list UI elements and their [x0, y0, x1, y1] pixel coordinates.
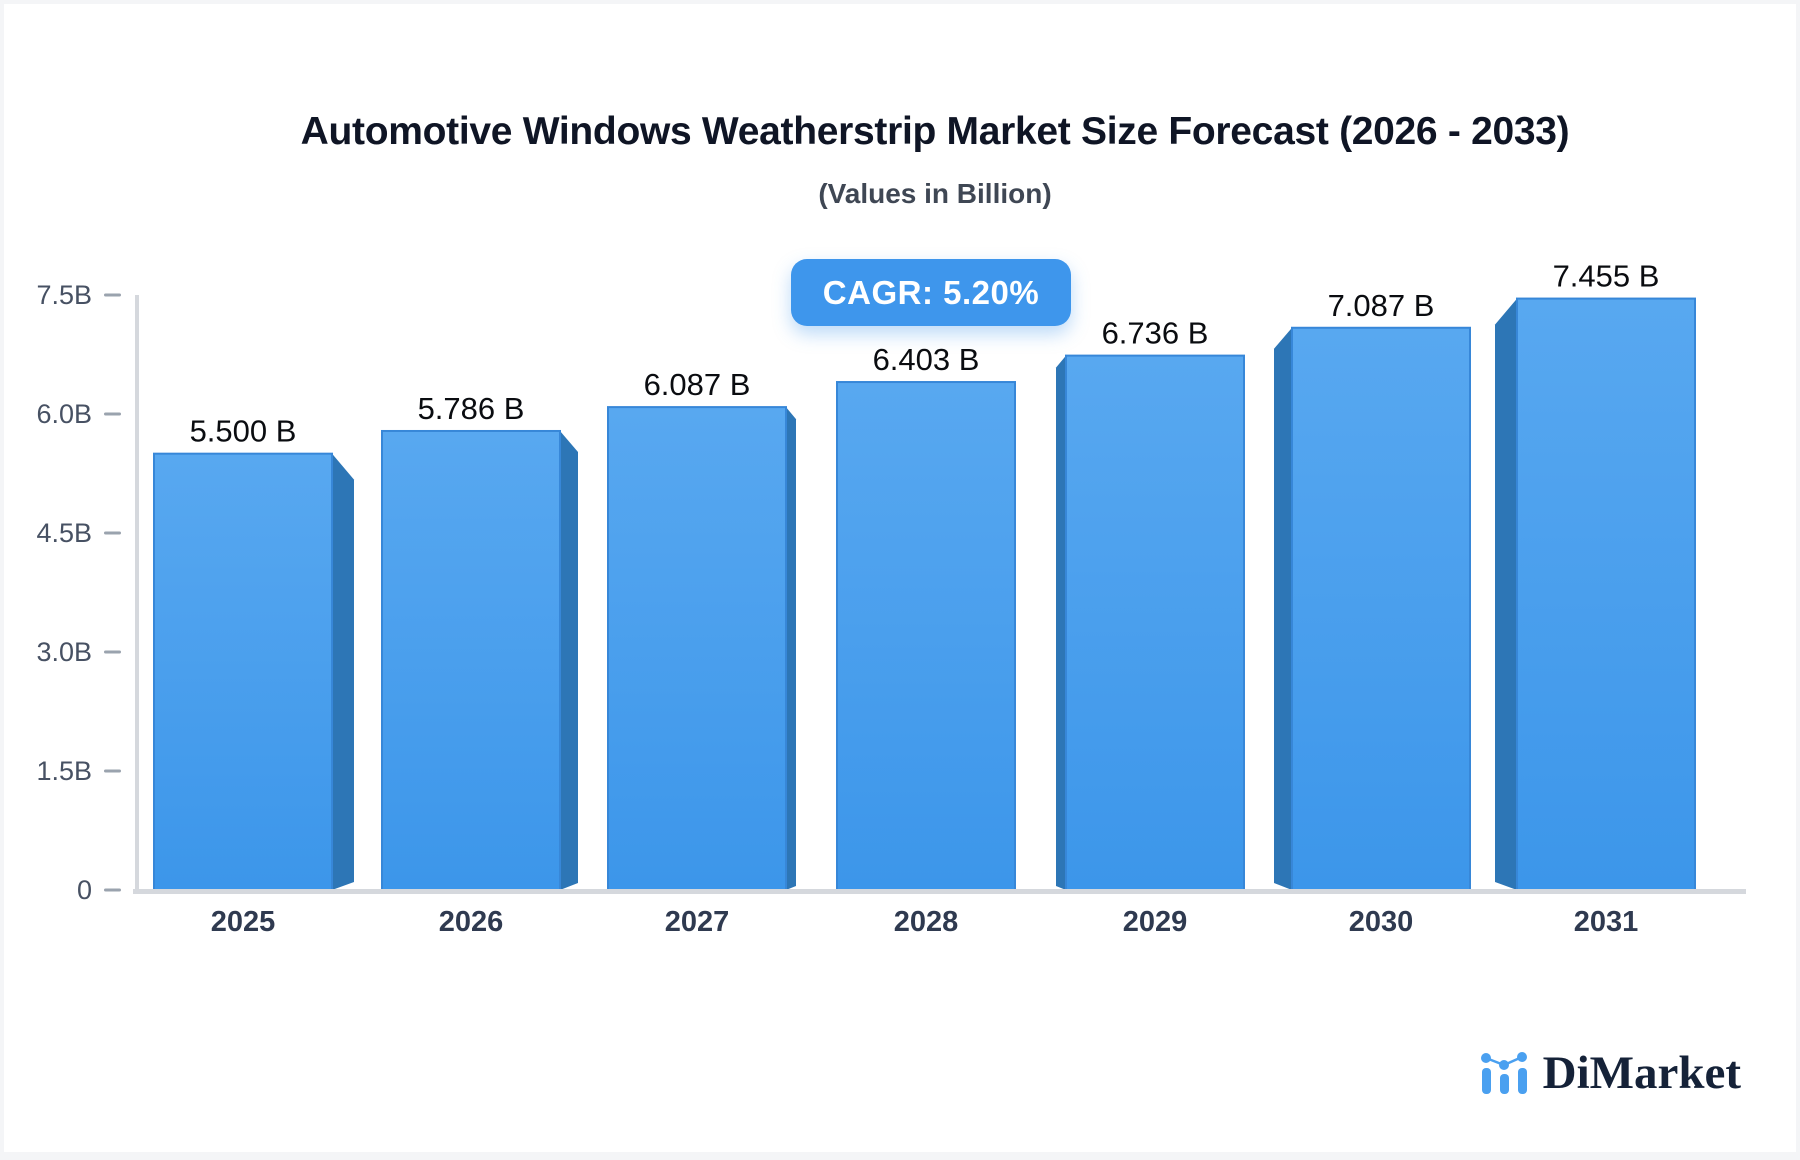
bar-value-label: 6.403 B	[873, 342, 980, 377]
year-label: 2028	[894, 906, 959, 938]
y-axis-tick	[104, 293, 121, 297]
bar-side-3d	[1495, 298, 1517, 890]
brand-icon-dot	[1516, 1052, 1527, 1062]
year-label: 2031	[1574, 906, 1639, 938]
y-axis-tick	[104, 650, 121, 654]
bar-group: 7.087 B 2030	[1274, 288, 1471, 938]
chart-subtitle: (Values in Billion)	[818, 178, 1052, 209]
bar-side-3d	[786, 407, 796, 890]
bar-group: 6.087 B 2027	[607, 367, 796, 938]
y-axis-line	[135, 295, 139, 890]
bar-face[interactable]	[1516, 297, 1696, 891]
brand-logo: DiMarket	[1480, 1046, 1741, 1100]
bar-face[interactable]	[836, 381, 1016, 891]
bar-group: 5.500 B 2025	[153, 414, 354, 938]
brand-icon-dot	[1498, 1060, 1509, 1070]
bar-group: 7.455 B 2031	[1495, 259, 1696, 938]
y-axis-label: 3.0B	[36, 637, 92, 667]
year-label: 2027	[665, 906, 730, 938]
bar-face[interactable]	[1065, 354, 1245, 891]
y-axis-label: 1.5B	[36, 756, 92, 786]
bar-value-label: 6.087 B	[644, 367, 751, 402]
chart-header: Automotive Windows Weatherstrip Market S…	[74, 110, 1796, 210]
chart-card: Automotive Windows Weatherstrip Market S…	[4, 4, 1796, 1152]
y-axis-label: 7.5B	[36, 280, 92, 310]
bar-face[interactable]	[607, 406, 787, 891]
bar-value-label: 5.500 B	[190, 414, 297, 449]
cagr-label: CAGR: 5.20%	[822, 273, 1040, 311]
brand-icon-dot	[1480, 1053, 1491, 1063]
y-axis-label: 6.0B	[36, 399, 92, 429]
y-axis-tick	[104, 769, 121, 773]
bar-group: 5.786 B 2026	[381, 391, 578, 938]
y-axis-tick	[104, 531, 121, 535]
bar-group: 6.736 B 2029	[1056, 316, 1245, 938]
y-axis-label: 0	[77, 875, 92, 905]
bar-value-label: 7.455 B	[1553, 259, 1660, 294]
bar-chart: 0 1.5B 3.0B 4.5B 6.0B 7.5B 5.500 B 2025 5.786 B 2…	[36, 259, 1746, 938]
bar-face[interactable]	[153, 452, 333, 891]
year-label: 2025	[211, 906, 276, 938]
brand-chart-icon	[1480, 1052, 1527, 1094]
year-label: 2026	[439, 906, 504, 938]
bar-side-3d	[1056, 355, 1066, 890]
bar-side-3d	[332, 453, 354, 890]
brand-icon-bar	[1499, 1074, 1509, 1094]
chart-title: Automotive Windows Weatherstrip Market S…	[300, 110, 1570, 153]
brand-icon-bar	[1481, 1068, 1491, 1094]
bar-face[interactable]	[1291, 326, 1471, 892]
y-axis-label: 4.5B	[36, 518, 92, 548]
bar-value-label: 6.736 B	[1102, 316, 1209, 351]
bar-face[interactable]	[381, 429, 561, 891]
bar-value-label: 7.087 B	[1328, 288, 1435, 323]
brand-icon-bar	[1517, 1068, 1527, 1094]
bar-value-label: 5.786 B	[418, 391, 525, 426]
year-label: 2030	[1349, 906, 1414, 938]
bar-side-3d	[1274, 327, 1292, 891]
y-axis-tick	[104, 412, 121, 416]
y-axis-tick	[104, 888, 121, 892]
year-label: 2029	[1123, 906, 1188, 938]
x-axis-line	[133, 889, 1746, 894]
bar-group: 6.403 B 2028	[836, 342, 1016, 938]
brand-name: DiMarket	[1542, 1047, 1741, 1099]
cagr-badge: CAGR: 5.20%	[791, 259, 1071, 326]
bar-side-3d	[560, 430, 578, 890]
